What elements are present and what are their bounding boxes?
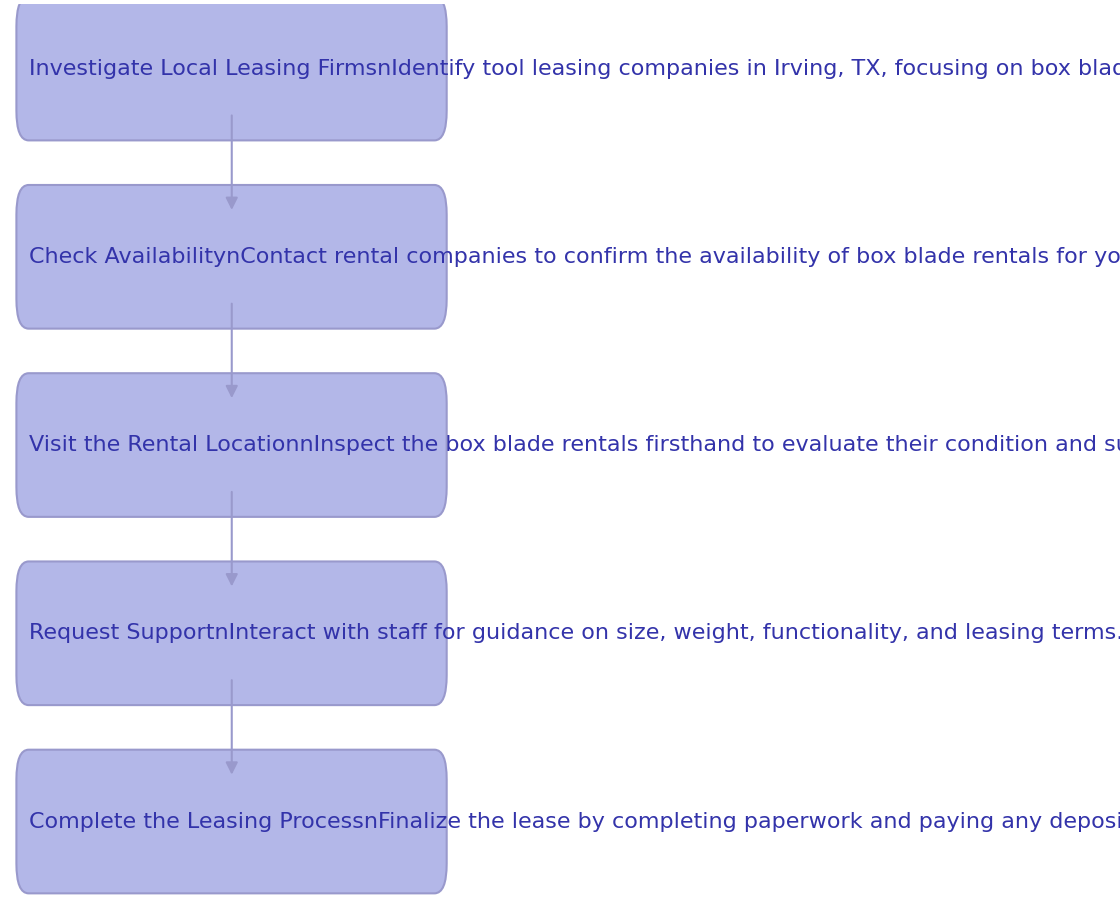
Text: Request SupportnInteract with staff for guidance on size, weight, functionality,: Request SupportnInteract with staff for …	[29, 624, 1120, 644]
FancyBboxPatch shape	[17, 562, 447, 705]
Text: Complete the Leasing ProcessnFinalize the lease by completing paperwork and payi: Complete the Leasing ProcessnFinalize th…	[29, 812, 1120, 832]
FancyBboxPatch shape	[17, 185, 447, 328]
Text: Visit the Rental LocationnInspect the box blade rentals firsthand to evaluate th: Visit the Rental LocationnInspect the bo…	[29, 435, 1120, 455]
Text: Investigate Local Leasing FirmsnIdentify tool leasing companies in Irving, TX, f: Investigate Local Leasing FirmsnIdentify…	[29, 58, 1120, 78]
FancyBboxPatch shape	[17, 0, 447, 140]
Text: Check AvailabilitynContact rental companies to confirm the availability of box b: Check AvailabilitynContact rental compan…	[29, 247, 1120, 266]
FancyBboxPatch shape	[17, 750, 447, 894]
FancyBboxPatch shape	[17, 374, 447, 517]
